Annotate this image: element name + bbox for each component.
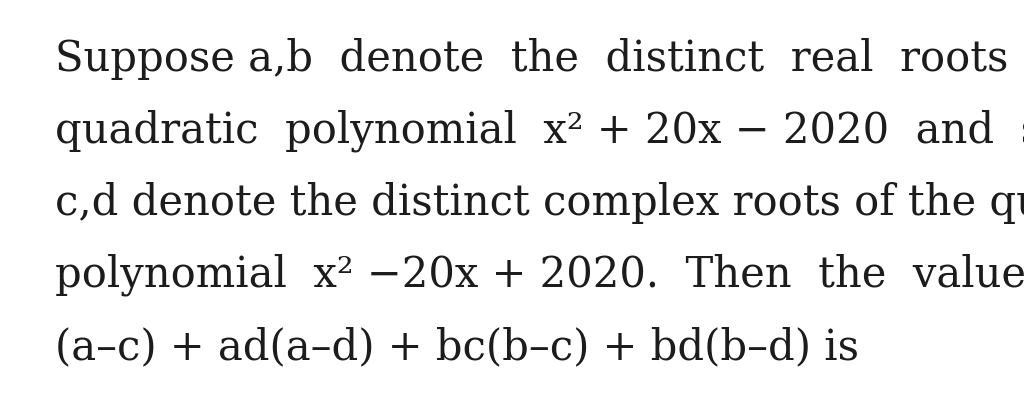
Text: Suppose a,b  denote  the  distinct  real  roots  of  the: Suppose a,b denote the distinct real roo… — [55, 38, 1024, 80]
Text: quadratic  polynomial  x² + 20x − 2020  and  suppose: quadratic polynomial x² + 20x − 2020 and… — [55, 110, 1024, 153]
Text: polynomial  x² −20x + 2020.  Then  the  value  of  ac: polynomial x² −20x + 2020. Then the valu… — [55, 254, 1024, 297]
Text: c,d denote the distinct complex roots of the quadratic: c,d denote the distinct complex roots of… — [55, 182, 1024, 224]
Text: (a–c) + ad(a–d) + bc(b–c) + bd(b–d) is: (a–c) + ad(a–d) + bc(b–c) + bd(b–d) is — [55, 326, 859, 368]
